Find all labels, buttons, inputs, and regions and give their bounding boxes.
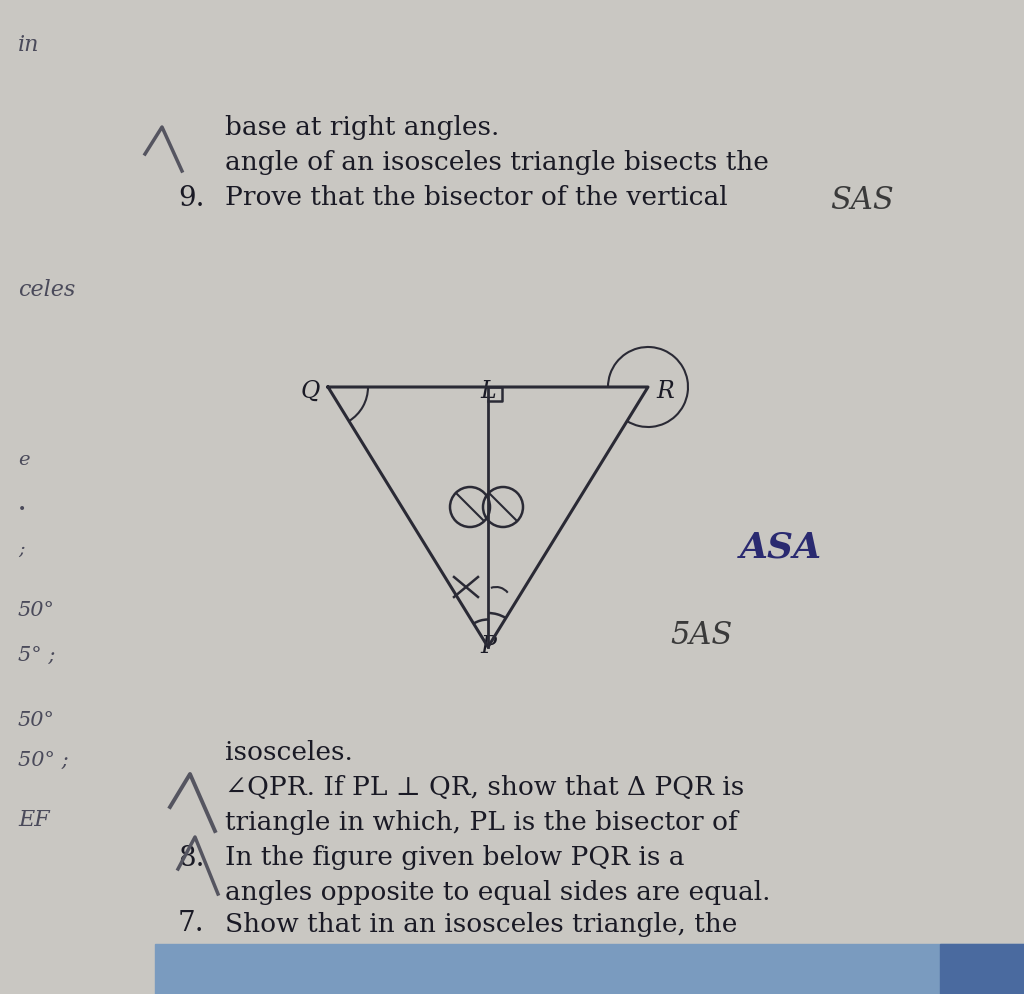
Text: ∠QPR. If PL ⊥ QR, show that Δ PQR is: ∠QPR. If PL ⊥ QR, show that Δ PQR is (225, 774, 744, 799)
Text: 5° ;: 5° ; (18, 645, 55, 664)
Text: 50°: 50° (18, 710, 55, 729)
Text: Show that in an isosceles triangle, the: Show that in an isosceles triangle, the (225, 911, 737, 936)
Text: e: e (18, 450, 30, 468)
Text: SAS: SAS (830, 185, 894, 216)
Text: 5AS: 5AS (670, 619, 732, 650)
Bar (940, 944, 1024, 994)
Text: ASA: ASA (740, 530, 822, 564)
Text: angles opposite to equal sides are equal.: angles opposite to equal sides are equal… (225, 879, 770, 905)
Text: •: • (18, 503, 27, 517)
Text: L: L (480, 380, 496, 403)
Text: angle of an isosceles triangle bisects the: angle of an isosceles triangle bisects t… (225, 150, 769, 175)
Text: 50°: 50° (18, 600, 55, 619)
Bar (155, 944, 1024, 994)
Text: isosceles.: isosceles. (225, 740, 353, 764)
Text: celes: celes (18, 278, 75, 301)
Text: in: in (18, 34, 40, 56)
Text: EF: EF (18, 808, 50, 830)
Text: 8.: 8. (178, 844, 205, 871)
Text: Prove that the bisector of the vertical: Prove that the bisector of the vertical (225, 185, 728, 210)
Text: Q: Q (301, 380, 321, 403)
Text: P: P (480, 634, 496, 657)
Text: In the figure given below PQR is a: In the figure given below PQR is a (225, 844, 684, 869)
Text: R: R (656, 380, 674, 403)
Text: 7.: 7. (178, 910, 205, 936)
Text: ;: ; (18, 541, 25, 559)
Text: base at right angles.: base at right angles. (225, 115, 500, 140)
Text: 9.: 9. (178, 185, 205, 212)
Text: triangle in which, PL is the bisector of: triangle in which, PL is the bisector of (225, 809, 737, 834)
Text: 50° ;: 50° ; (18, 749, 69, 768)
